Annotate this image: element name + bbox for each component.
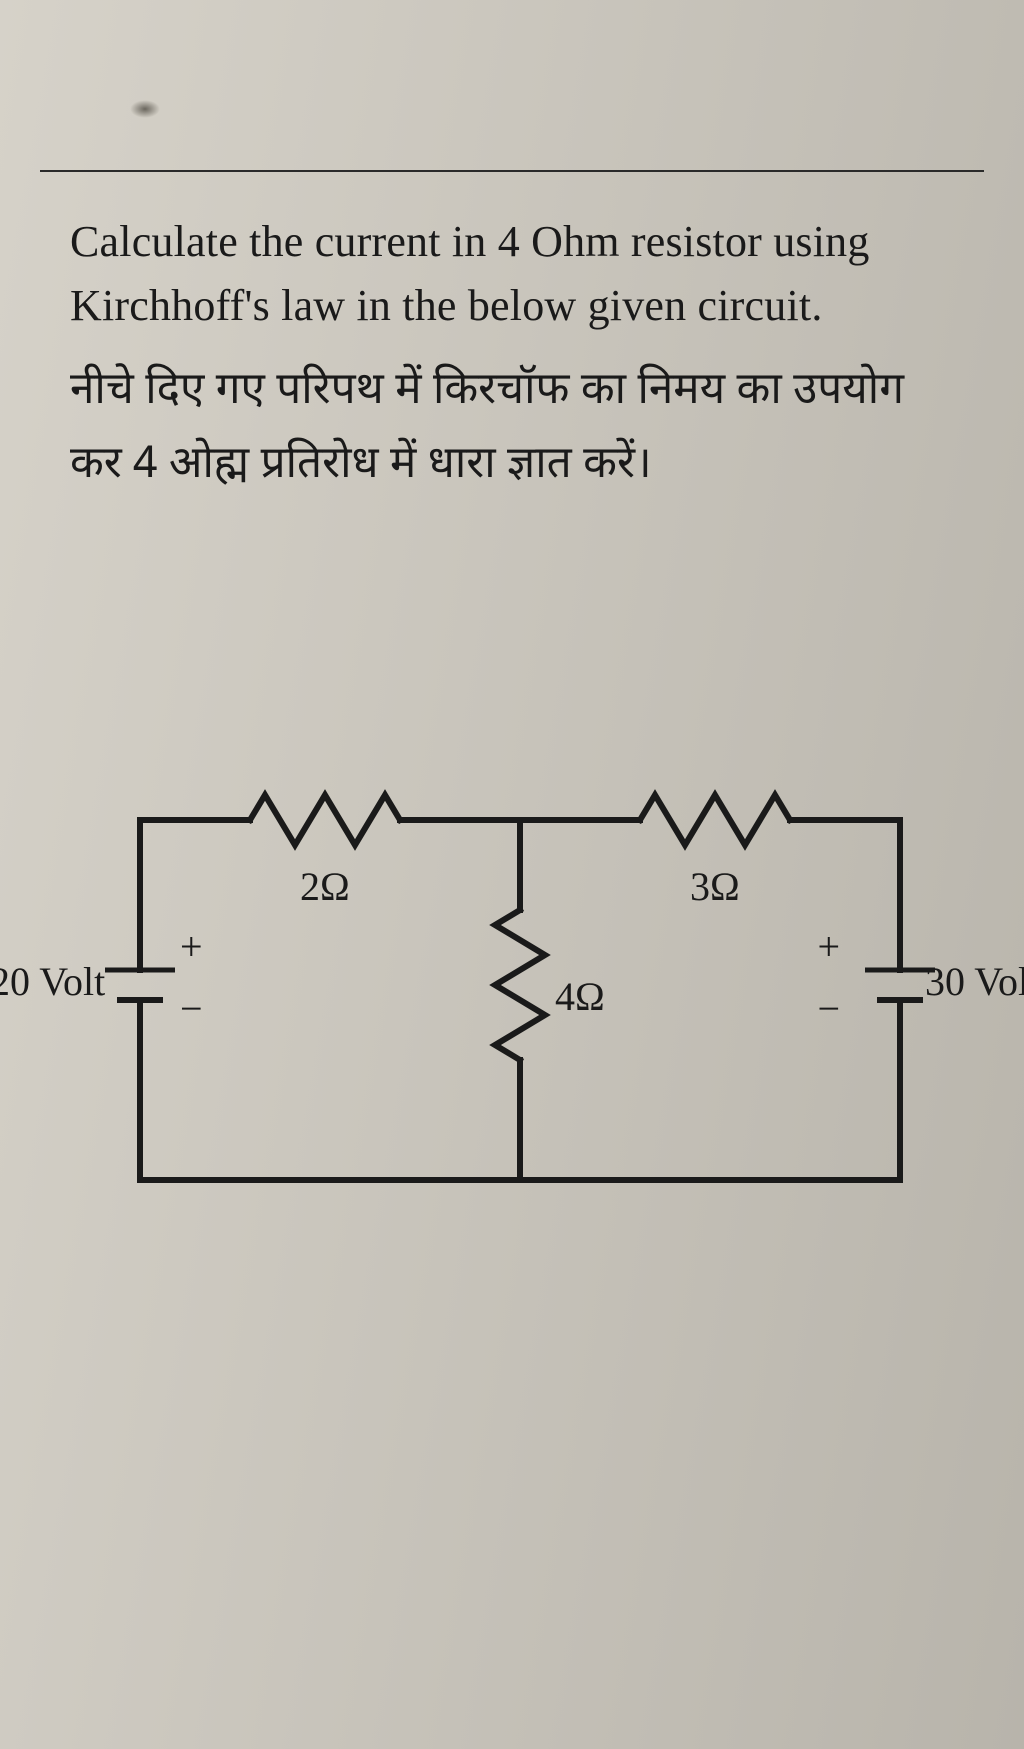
question-text: Calculate the current in 4 Ohm resistor … <box>70 210 964 505</box>
hindi-line-1: नीचे दिए गए परिपथ में किरचॉफ का निमय का … <box>70 364 904 421</box>
battery-30v-label: 30 Volt <box>925 959 1024 1004</box>
question-hindi: नीचे दिए गए परिपथ में किरचॉफ का निमय का … <box>70 356 964 506</box>
label-2ohm: 2Ω <box>300 864 350 909</box>
circuit-diagram: 2Ω 3Ω 4Ω + − 20 Volt + − 30 Volt <box>80 760 960 1280</box>
resistor-2ohm <box>250 795 400 845</box>
battery-20v-label: 20 Volt <box>0 959 105 1004</box>
english-line-1: Calculate the current in 4 Ohm resistor … <box>70 217 870 266</box>
battery-20v-minus: − <box>180 986 203 1031</box>
resistor-3ohm <box>640 795 790 845</box>
horizontal-rule-top <box>40 170 984 172</box>
question-english: Calculate the current in 4 Ohm resistor … <box>70 210 964 338</box>
circuit-svg: 2Ω 3Ω 4Ω + − 20 Volt + − 30 Volt <box>80 760 960 1280</box>
battery-30v-plus: + <box>817 924 840 969</box>
battery-20v-plus: + <box>180 924 203 969</box>
hindi-line-2: कर 4 ओह्म प्रतिरोध में धारा ज्ञात करें। <box>70 438 652 495</box>
battery-30v-minus: − <box>817 986 840 1031</box>
english-line-2: Kirchhoff's law in the below given circu… <box>70 281 823 330</box>
label-4ohm: 4Ω <box>555 974 605 1019</box>
resistor-4ohm <box>495 910 545 1060</box>
label-3ohm: 3Ω <box>690 864 740 909</box>
paper-smudge <box>130 100 160 118</box>
worksheet-page: Calculate the current in 4 Ohm resistor … <box>0 0 1024 1749</box>
